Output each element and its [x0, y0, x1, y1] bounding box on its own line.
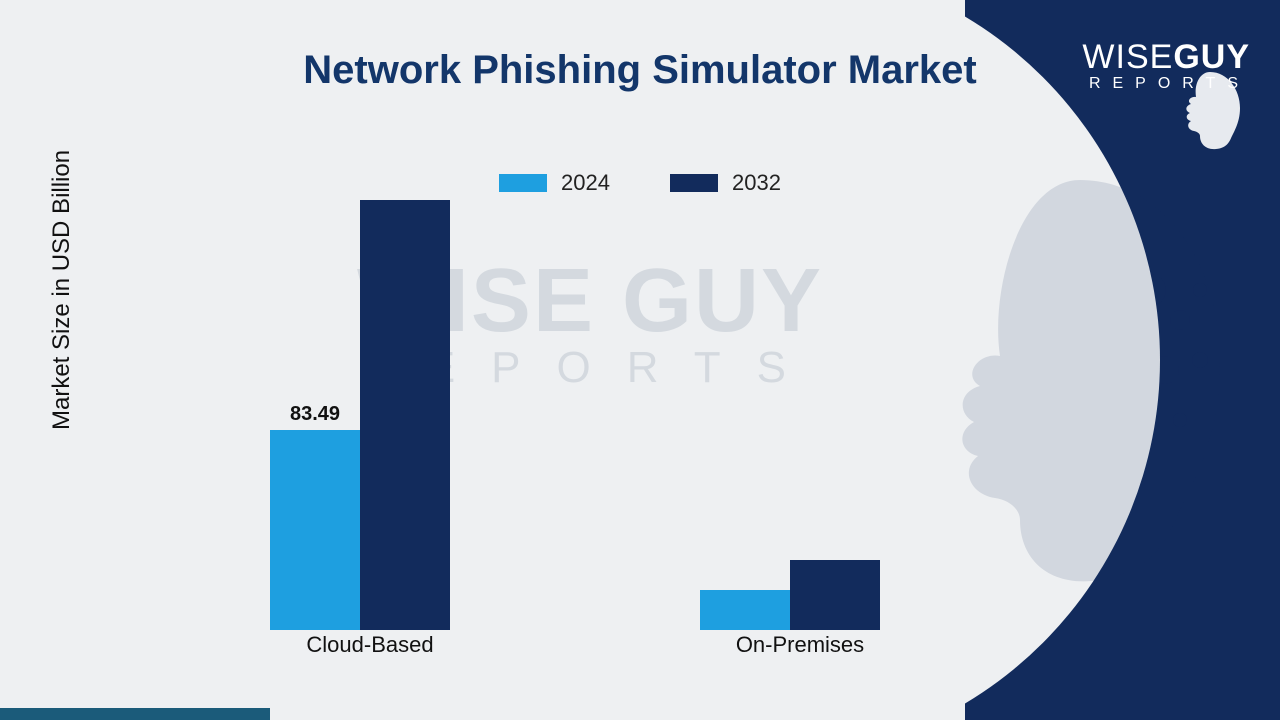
bar-cloud-based-2032	[360, 200, 450, 630]
legend-label-2024: 2024	[561, 170, 610, 196]
bar-on-premises-2024	[700, 590, 790, 630]
legend-swatch-2024	[499, 174, 547, 192]
brand-logo: WISEGUY REPORTS	[990, 40, 1250, 92]
category-label-cloud-based: Cloud-Based	[240, 630, 500, 658]
bar-cloud-based-2024: 83.49	[270, 430, 360, 630]
accent-bottom-bar	[0, 708, 270, 720]
legend-item-2032: 2032	[670, 170, 781, 196]
legend-swatch-2032	[670, 174, 718, 192]
bar-on-premises-2032	[790, 560, 880, 630]
bar-value-cloud-based-2032	[360, 196, 450, 200]
chart-canvas: WISE GUY REPORTS Network Phishing Simula…	[0, 0, 1280, 720]
brand-head-icon	[1174, 70, 1244, 150]
brand-name: WISEGUY	[990, 40, 1250, 74]
brand-name-wise: WISE	[1082, 38, 1173, 76]
bar-value-on-premises-2032	[790, 556, 880, 560]
category-label-on-premises: On-Premises	[670, 630, 930, 658]
legend-item-2024: 2024	[499, 170, 610, 196]
bar-value-cloud-based-2024: 83.49	[270, 403, 360, 430]
bar-value-on-premises-2024	[700, 586, 790, 590]
legend-label-2032: 2032	[732, 170, 781, 196]
legend: 2024 2032	[0, 170, 1280, 196]
chart-plot-area: 83.49 Cloud-Based On-Premises	[100, 210, 960, 660]
